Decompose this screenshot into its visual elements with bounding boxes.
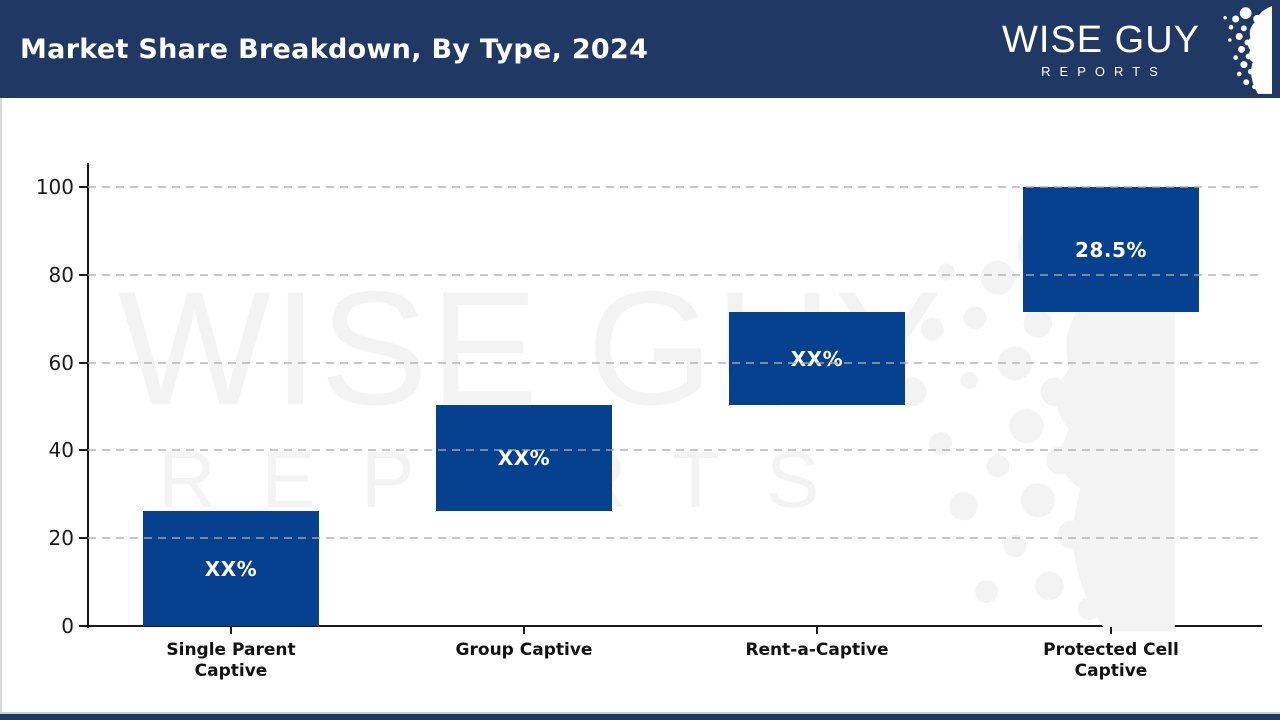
gridline-20	[88, 537, 1262, 539]
gridline-100	[88, 186, 1262, 188]
y-tick-mark-60	[79, 362, 88, 364]
y-tick-label-80: 80	[48, 263, 74, 287]
bar-segment-4: 28.5%	[1023, 187, 1199, 312]
y-tick-mark-0	[79, 625, 88, 627]
gridline-80	[88, 274, 1262, 276]
x-tick-mark-2	[523, 627, 525, 634]
y-tick-label-100: 100	[35, 175, 74, 199]
x-category-label-line: Rent-a-Captive	[745, 640, 889, 660]
x-tick-mark-1	[230, 627, 232, 634]
left-frame-line	[0, 98, 2, 714]
x-tick-mark-3	[816, 627, 818, 634]
x-category-label-line: Group Captive	[455, 640, 593, 660]
bar-value-label-1: XX%	[204, 556, 258, 581]
wise-guy-logo: WISE GUY REPORTS	[1002, 6, 1280, 94]
bottom-frame-line	[0, 712, 1280, 714]
y-tick-mark-20	[79, 537, 88, 539]
logo-subtitle: REPORTS	[1041, 64, 1167, 79]
y-tick-mark-100	[79, 186, 88, 188]
logo-wordmark: WISE GUY	[1001, 19, 1200, 61]
y-tick-label-60: 60	[48, 351, 74, 375]
footer-bar	[0, 714, 1280, 720]
y-tick-label-0: 0	[61, 614, 74, 638]
x-category-label-4: Protected Cell Captive	[991, 640, 1231, 682]
x-category-label-3: Rent-a-Captive	[697, 640, 937, 661]
x-category-label-line: Captive	[1074, 661, 1148, 681]
x-category-label-1: Single Parent Captive	[111, 640, 351, 682]
gridline-40	[88, 449, 1262, 451]
x-category-label-line: Protected Cell	[1043, 640, 1179, 660]
bar-segment-3: XX%	[729, 312, 905, 405]
y-tick-label-40: 40	[48, 438, 74, 462]
watermark-face-profile-icon	[775, 215, 1175, 647]
y-tick-mark-80	[79, 274, 88, 276]
y-tick-mark-40	[79, 449, 88, 451]
bar-value-label-3: XX%	[790, 346, 844, 371]
header-bar: Market Share Breakdown, By Type, 2024 WI…	[0, 0, 1280, 98]
logo-text: WISE GUY REPORTS	[1002, 21, 1200, 79]
x-category-label-line: Single Parent	[166, 640, 296, 660]
bar-value-label-4: 28.5%	[1075, 237, 1147, 262]
x-tick-mark-4	[1110, 627, 1112, 634]
gridline-60	[88, 362, 1262, 364]
bar-segment-2: XX%	[436, 405, 612, 511]
y-axis-line	[87, 163, 89, 628]
x-category-label-line: Captive	[194, 661, 268, 681]
face-profile-icon	[1190, 6, 1272, 94]
x-axis-line	[87, 625, 1262, 627]
y-tick-label-20: 20	[48, 526, 74, 550]
x-category-label-2: Group Captive	[404, 640, 644, 661]
bar-segment-1: XX%	[143, 511, 319, 626]
page-title: Market Share Breakdown, By Type, 2024	[20, 33, 649, 65]
